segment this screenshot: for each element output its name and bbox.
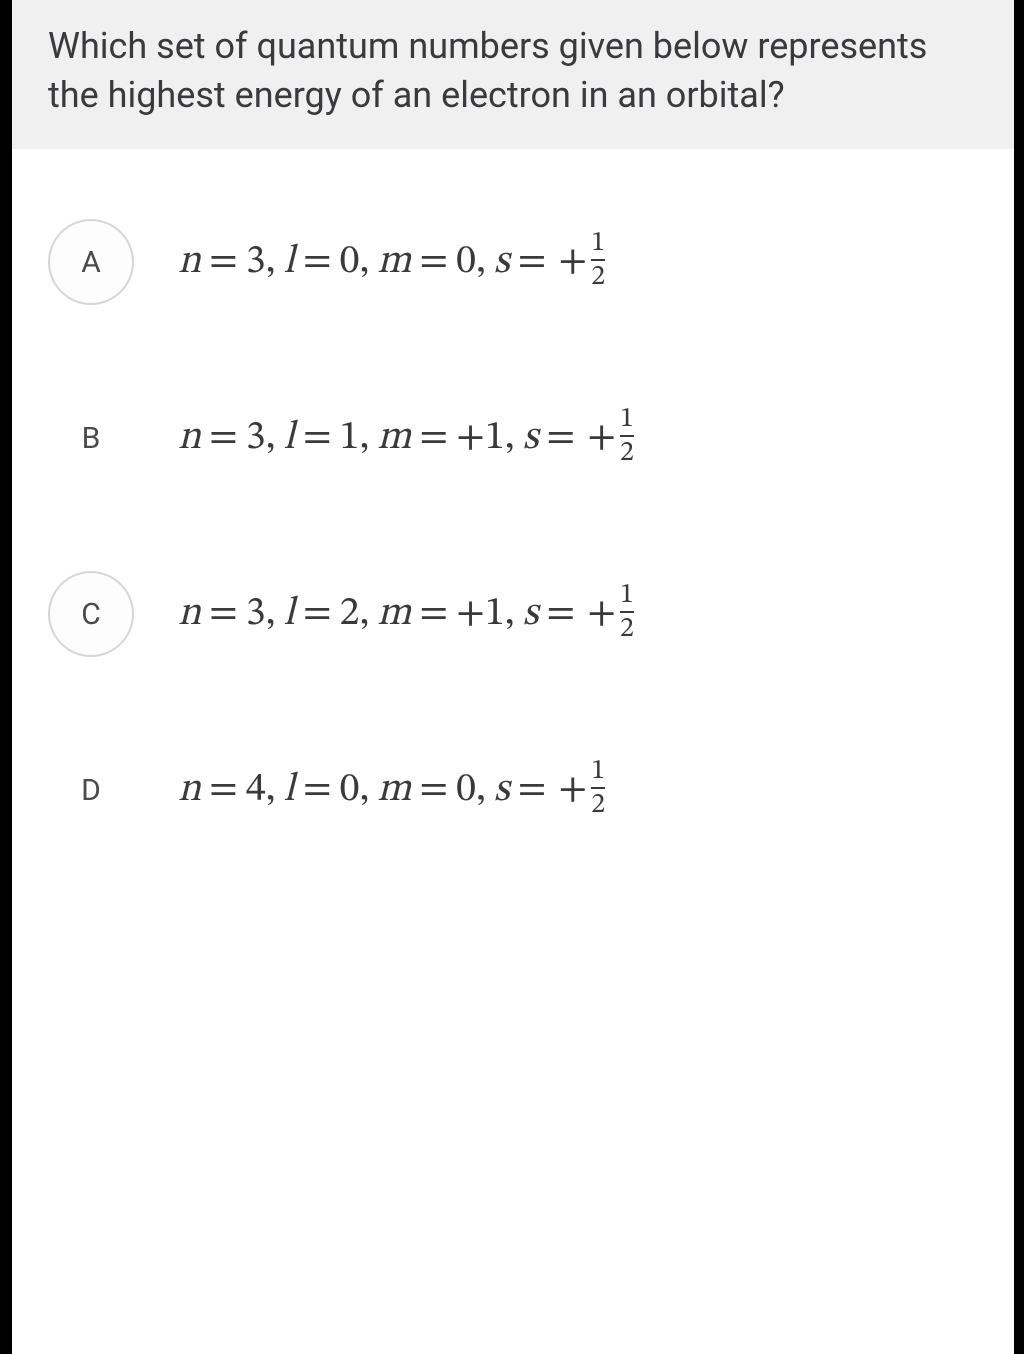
opt-d-n: 4 (246, 765, 266, 815)
opt-b-n: 3 (246, 413, 266, 463)
option-d-label: D (81, 773, 101, 808)
options-panel: A n=3, l=0, m=0, s=+ 1 2 B n=3, (12, 149, 1014, 963)
option-b-formula: n=3, l=1, m=+1, s=+ 1 2 (178, 407, 634, 469)
opt-d-s-num: 1 (591, 757, 605, 787)
opt-a-n: 3 (246, 237, 266, 287)
option-c[interactable]: C n=3, l=2, m=+1, s=+ 1 2 (48, 571, 978, 657)
option-b[interactable]: B n=3, l=1, m=+1, s=+ 1 2 (48, 395, 978, 481)
opt-c-l: 2 (340, 589, 360, 639)
opt-c-s-den: 2 (620, 611, 634, 643)
question-text: Which set of quantum numbers given below… (48, 22, 978, 119)
opt-d-m: 0 (456, 765, 476, 815)
opt-d-s-den: 2 (591, 787, 605, 819)
option-a-label: A (81, 245, 101, 280)
option-c-bubble[interactable]: C (48, 571, 134, 657)
opt-b-m: +1 (456, 413, 505, 463)
option-d[interactable]: D n=4, l=0, m=0, s=+ 1 2 (48, 747, 978, 833)
opt-b-s-frac: 1 2 (620, 405, 634, 467)
opt-b-s-num: 1 (620, 405, 634, 435)
opt-c-n: 3 (246, 589, 266, 639)
option-a-formula: n=3, l=0, m=0, s=+ 1 2 (178, 231, 605, 293)
opt-b-s-den: 2 (620, 435, 634, 467)
option-b-label: B (82, 421, 101, 456)
option-b-bubble[interactable]: B (48, 395, 134, 481)
opt-b-l: 1 (340, 413, 360, 463)
opt-a-s-den: 2 (591, 259, 605, 291)
opt-a-s-frac: 1 2 (591, 229, 605, 291)
opt-c-s-frac: 1 2 (620, 581, 634, 643)
question-panel: Which set of quantum numbers given below… (12, 0, 1014, 149)
opt-a-m: 0 (456, 237, 476, 287)
opt-d-s-frac: 1 2 (591, 757, 605, 819)
opt-d-s-sign: + (554, 765, 589, 815)
opt-c-m: +1 (456, 589, 505, 639)
opt-a-s-num: 1 (591, 229, 605, 259)
option-c-formula: n=3, l=2, m=+1, s=+ 1 2 (178, 583, 634, 645)
app-screen: Which set of quantum numbers given below… (12, 0, 1014, 1354)
opt-a-l: 0 (340, 237, 360, 287)
opt-a-s-sign: + (554, 237, 589, 287)
opt-d-l: 0 (340, 765, 360, 815)
option-d-bubble[interactable]: D (48, 747, 134, 833)
option-a-bubble[interactable]: A (48, 219, 134, 305)
option-d-formula: n=4, l=0, m=0, s=+ 1 2 (178, 759, 605, 821)
option-a[interactable]: A n=3, l=0, m=0, s=+ 1 2 (48, 219, 978, 305)
opt-b-s-sign: + (583, 413, 618, 463)
opt-c-s-num: 1 (620, 581, 634, 611)
option-c-label: C (81, 597, 101, 632)
opt-c-s-sign: + (583, 589, 618, 639)
